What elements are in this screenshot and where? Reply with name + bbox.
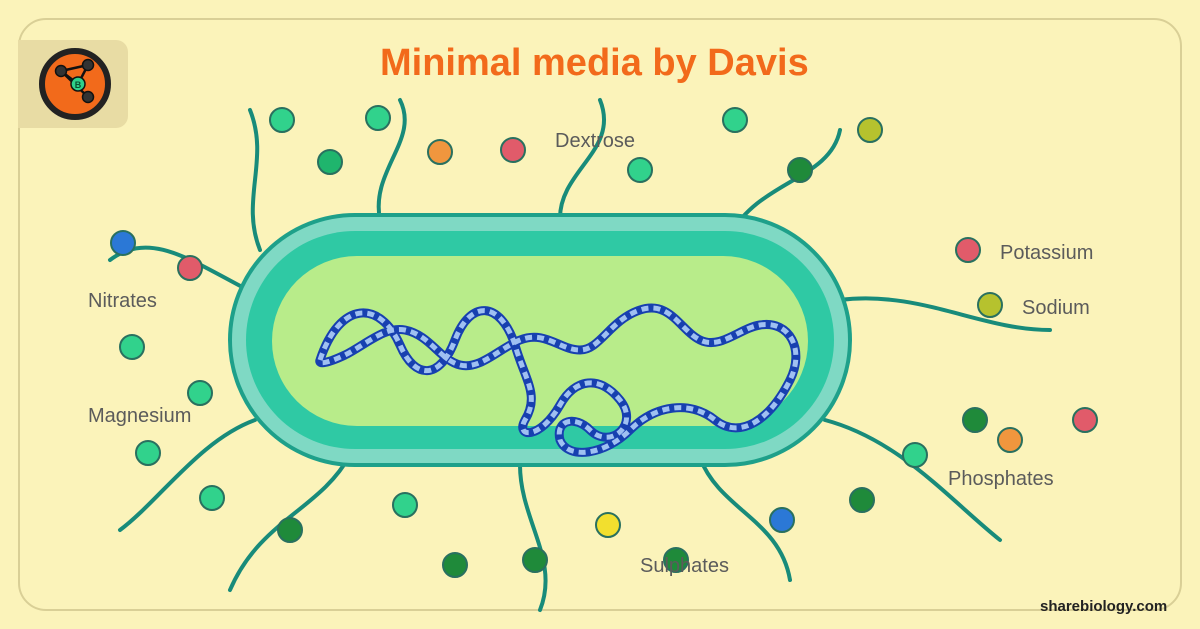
nutrient-dot [902,442,928,468]
nutrient-dot [119,334,145,360]
nutrient-dot [110,230,136,256]
nutrient-label: Potassium [1000,242,1093,265]
nutrient-dot [317,149,343,175]
nutrient-dot [392,492,418,518]
nutrient-dot [177,255,203,281]
nutrient-label: Magnesium [88,405,191,428]
nutrient-dot [955,237,981,263]
nutrient-dot [1072,407,1098,433]
nutrient-dot [442,552,468,578]
nutrient-dot [522,547,548,573]
nutrient-dot [997,427,1023,453]
svg-text:B: B [75,80,82,90]
diagram-canvas: B Minimal media by Davis Dextrose Nitrate… [0,0,1200,629]
watermark: sharebiology.com [1040,598,1167,615]
nutrient-dot [269,107,295,133]
logo-circle: B [39,48,111,120]
share-graph-icon: B [48,57,102,111]
nutrient-dot [187,380,213,406]
nutrient-dot [977,292,1003,318]
nutrient-dot [722,107,748,133]
nutrient-dot [199,485,225,511]
nutrient-dot [277,517,303,543]
nutrient-dot [135,440,161,466]
nutrient-label: Phosphates [948,468,1054,491]
nutrient-label: Sodium [1022,297,1090,320]
nutrient-dot [962,407,988,433]
nutrient-dot [500,137,526,163]
nutrient-label: Sulphates [640,555,729,578]
nutrient-dot [627,157,653,183]
nutrient-dot [595,512,621,538]
nutrient-dot [787,157,813,183]
nutrient-dot [857,117,883,143]
nutrient-dot [365,105,391,131]
nutrient-dot [849,487,875,513]
nutrient-label: Dextrose [555,130,635,153]
nutrient-dot [427,139,453,165]
nutrient-dot [769,507,795,533]
nutrient-label: Nitrates [88,290,157,313]
page-title: Minimal media by Davis [380,42,809,85]
